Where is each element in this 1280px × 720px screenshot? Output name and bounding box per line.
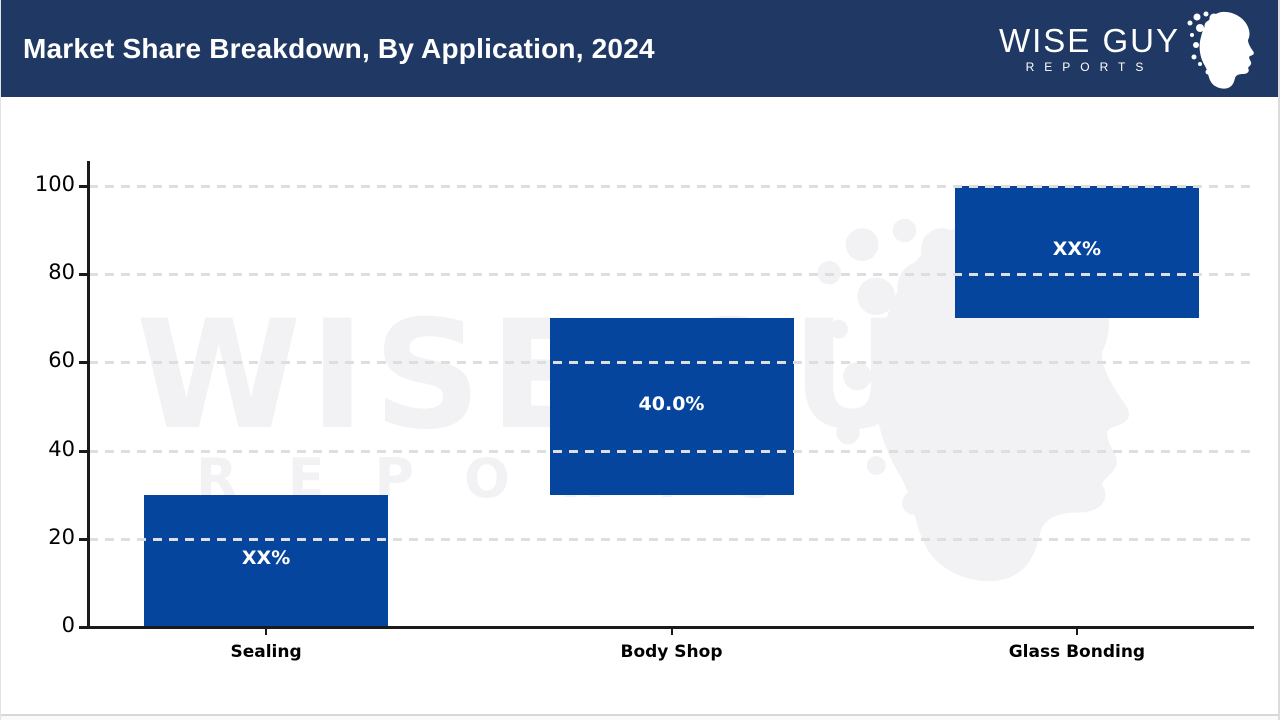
category-label: Glass Bonding <box>1008 642 1146 662</box>
bar <box>144 494 389 627</box>
y-tick-label: 40 <box>48 436 75 461</box>
y-tick-label: 80 <box>48 260 75 285</box>
x-tick <box>265 629 268 635</box>
gridline <box>89 361 1254 365</box>
footer-strip <box>1 714 1278 720</box>
x-tick <box>1075 629 1078 635</box>
y-tick-label: 60 <box>48 348 75 373</box>
report-title: Market Share Breakdown, By Application, … <box>23 32 655 64</box>
brand-name: WISE GUY <box>998 22 1180 59</box>
brand-logo: WISE GUY REPORTS <box>999 9 1256 89</box>
y-tick <box>79 361 88 365</box>
brand-subname: REPORTS <box>1025 60 1154 74</box>
bar-label: 40.0% <box>638 392 705 415</box>
y-tick <box>79 185 88 188</box>
bar-label: XX% <box>241 546 291 569</box>
y-tick <box>79 273 88 277</box>
chart-area: WISE GUY REPORTS XX% Sealing 40.0% Body Sho… <box>1 97 1278 714</box>
bar-label: XX% <box>1052 238 1102 261</box>
y-tick-label: 100 <box>34 172 75 196</box>
brand-logo-text: WISE GUY REPORTS <box>999 24 1180 73</box>
y-tick <box>79 537 88 541</box>
gridline <box>89 273 1254 277</box>
bar <box>549 318 794 495</box>
logo-face-icon <box>1187 11 1254 89</box>
x-tick <box>670 629 673 635</box>
category-label: Body Shop <box>620 642 723 662</box>
y-tick-label: 0 <box>61 613 75 637</box>
gridline <box>89 449 1254 453</box>
category-label: Sealing <box>230 642 302 662</box>
x-axis-line <box>87 626 1254 629</box>
header: Market Share Breakdown, By Application, … <box>1 0 1278 97</box>
gridline <box>89 537 1254 541</box>
gridline <box>89 185 1254 188</box>
plot-area: XX% Sealing 40.0% Body Shop XX% Glass Bonding… <box>1 97 1278 714</box>
y-axis-line <box>87 161 90 629</box>
y-tick <box>79 626 88 629</box>
y-tick <box>79 449 88 453</box>
y-tick-label: 20 <box>48 524 75 549</box>
